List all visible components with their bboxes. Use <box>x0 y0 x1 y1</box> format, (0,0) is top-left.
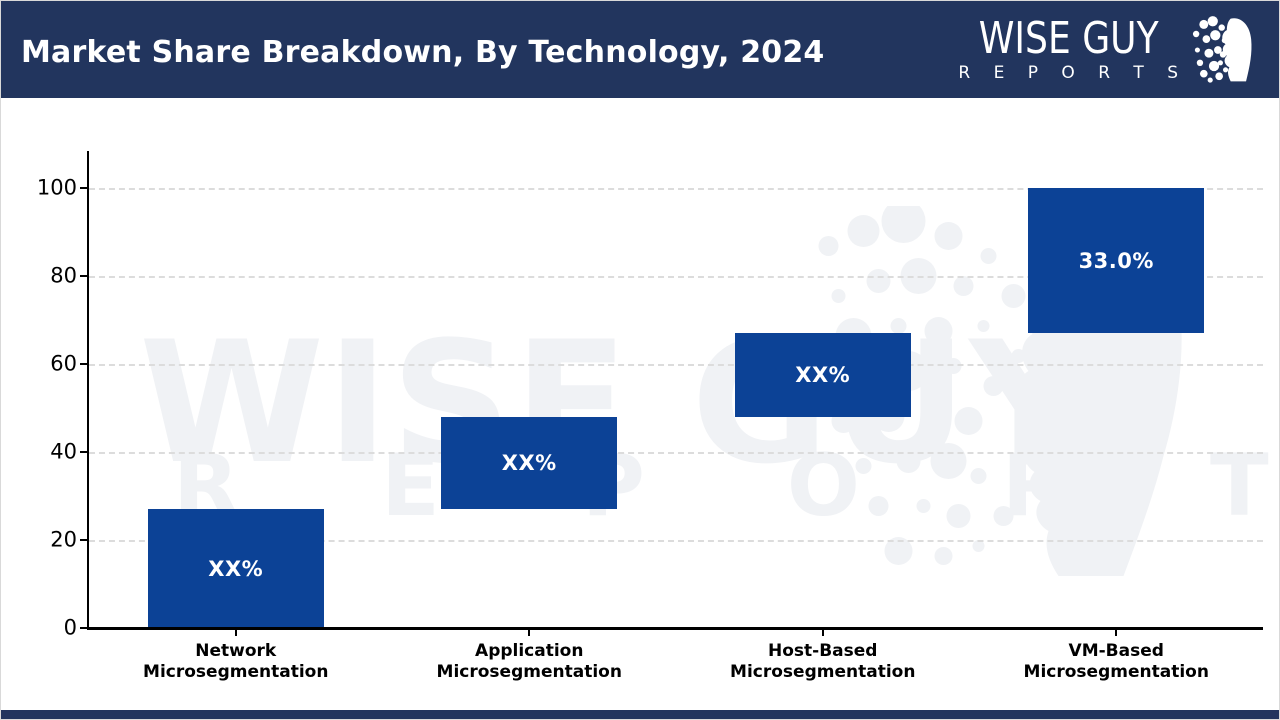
gridline-20 <box>89 540 1263 542</box>
x-category-line2: Microsegmentation <box>143 661 329 682</box>
x-category-line2: Microsegmentation <box>1023 661 1209 682</box>
logo-brand-text: WISE GUY <box>978 12 1159 64</box>
bar-4: 33.0% <box>1028 188 1205 334</box>
bar-value-label: XX% <box>795 362 851 387</box>
x-category-line1: Network <box>195 641 277 661</box>
gridline-60 <box>89 364 1263 366</box>
y-tick-label-80: 80 <box>50 263 77 288</box>
y-tick-mark-60 <box>80 363 88 365</box>
x-axis-line <box>87 627 1263 630</box>
logo-text: WISE GUY R E P O R T S <box>949 12 1187 83</box>
x-category-line1: VM-Based <box>1068 641 1164 661</box>
x-category-line1: Host-Based <box>768 641 878 661</box>
chart-title: Market Share Breakdown, By Technology, 2… <box>21 35 825 70</box>
y-axis-line <box>87 151 89 630</box>
x-category-line1: Application <box>475 641 584 661</box>
bar-2: XX% <box>441 416 618 510</box>
y-tick-mark-40 <box>80 451 88 453</box>
logo-reports-text: R E P O R T S <box>958 62 1187 83</box>
gridline-80 <box>89 276 1263 278</box>
x-tick-mark-3 <box>821 630 824 636</box>
logo-dotted-face-icon <box>1192 15 1252 83</box>
bar-1: XX% <box>147 509 324 628</box>
x-tick-mark-4 <box>1115 630 1118 636</box>
y-tick-mark-0 <box>80 627 88 629</box>
gridline-100 <box>89 188 1263 190</box>
bar-value-label: XX% <box>501 450 557 475</box>
plot-area: XX% XX% XX% 33.0% <box>89 151 1263 628</box>
bar-3: XX% <box>734 333 911 417</box>
wise-guy-reports-logo: WISE GUY R E P O R T S <box>949 9 1255 91</box>
y-tick-label-40: 40 <box>50 439 77 464</box>
y-tick-label-60: 60 <box>50 351 77 376</box>
x-category-label-2: Application Microsegmentation <box>383 641 677 682</box>
y-tick-label-100: 100 <box>36 175 77 200</box>
x-tick-mark-2 <box>528 630 531 636</box>
x-category-label-4: VM-Based Microsegmentation <box>970 641 1264 682</box>
x-category-label-1: Network Microsegmentation <box>89 641 383 682</box>
header-bar: Market Share Breakdown, By Technology, 2… <box>1 1 1279 98</box>
y-tick-mark-100 <box>80 187 88 189</box>
gridline-40 <box>89 452 1263 454</box>
y-tick-mark-80 <box>80 275 88 277</box>
y-tick-label-0: 0 <box>63 615 77 640</box>
bar-value-label: 33.0% <box>1078 248 1154 273</box>
y-tick-label-20: 20 <box>50 527 77 552</box>
x-category-label-3: Host-Based Microsegmentation <box>676 641 970 682</box>
bar-value-label: XX% <box>208 556 264 581</box>
x-category-line2: Microsegmentation <box>436 661 622 682</box>
x-category-line2: Microsegmentation <box>730 661 916 682</box>
y-tick-mark-20 <box>80 539 88 541</box>
footer-bar <box>1 710 1279 719</box>
x-tick-mark-1 <box>234 630 237 636</box>
